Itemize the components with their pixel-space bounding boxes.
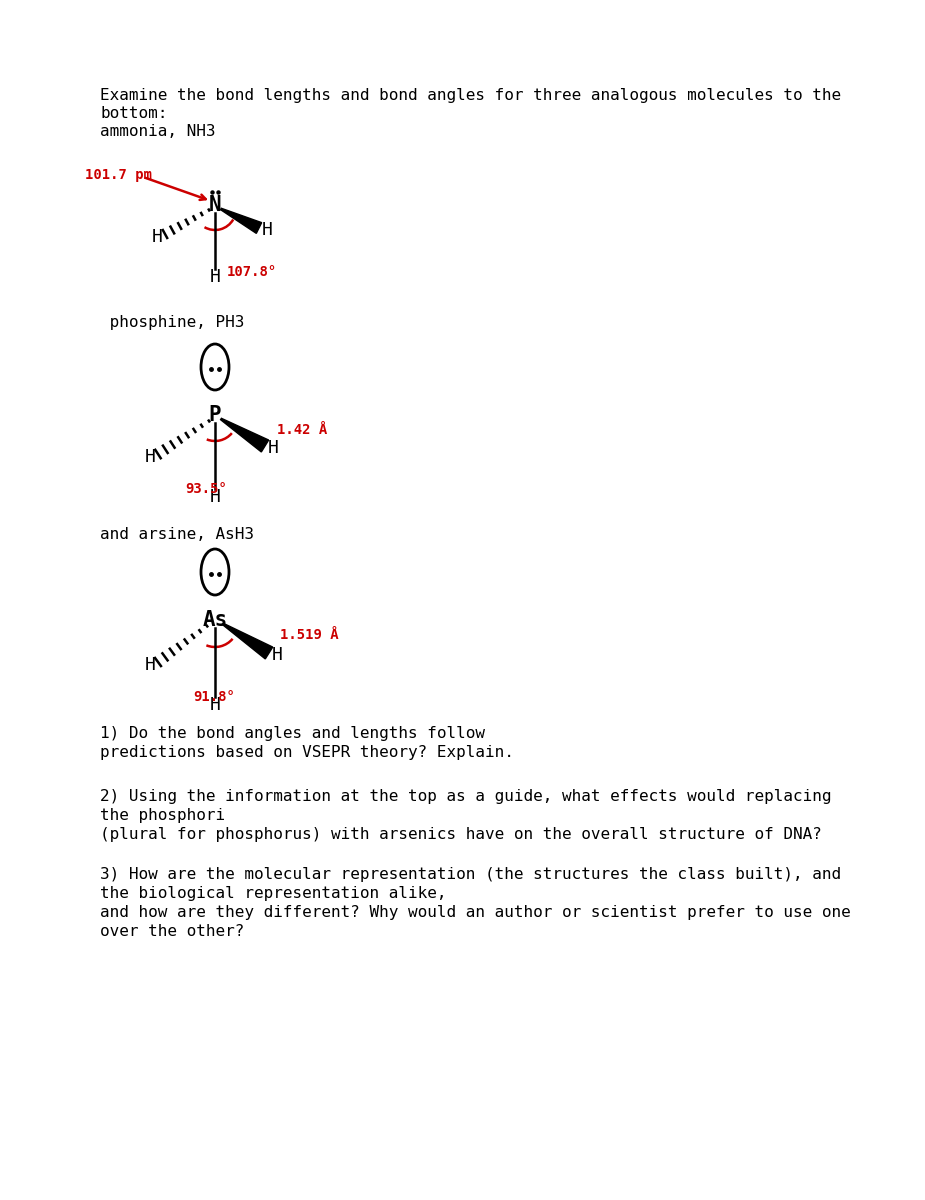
Polygon shape [223, 623, 273, 659]
Text: H: H [262, 221, 273, 239]
Text: 3) How are the molecular representation (the structures the class built), and: 3) How are the molecular representation … [100, 866, 841, 882]
Text: H: H [152, 228, 163, 246]
Text: H: H [210, 696, 220, 714]
Text: H: H [144, 656, 155, 674]
Text: H: H [210, 488, 220, 506]
Text: 91.8°: 91.8° [193, 690, 235, 704]
Text: P: P [209, 404, 221, 425]
Text: the biological representation alike,: the biological representation alike, [100, 886, 447, 901]
Text: Examine the bond lengths and bond angles for three analogous molecules to the: Examine the bond lengths and bond angles… [100, 88, 841, 103]
Text: and arsine, AsH3: and arsine, AsH3 [100, 527, 254, 542]
Text: ammonia, NH3: ammonia, NH3 [100, 124, 216, 139]
Text: As: As [203, 610, 228, 630]
Polygon shape [220, 419, 268, 452]
Text: 93.5°: 93.5° [185, 482, 227, 496]
Text: H: H [272, 646, 282, 664]
Polygon shape [221, 209, 262, 233]
Text: and how are they different? Why would an author or scientist prefer to use one: and how are they different? Why would an… [100, 905, 851, 920]
Text: 1.519 Å: 1.519 Å [280, 628, 339, 642]
Text: bottom:: bottom: [100, 106, 167, 121]
Text: phosphine, PH3: phosphine, PH3 [100, 314, 244, 330]
Text: 101.7 pm: 101.7 pm [85, 168, 152, 182]
Text: the phosphori: the phosphori [100, 808, 225, 823]
Text: over the other?: over the other? [100, 924, 244, 938]
Text: N: N [209, 194, 221, 215]
Text: H: H [267, 439, 278, 457]
Text: 2) Using the information at the top as a guide, what effects would replacing: 2) Using the information at the top as a… [100, 790, 832, 804]
Text: 1) Do the bond angles and lengths follow: 1) Do the bond angles and lengths follow [100, 726, 485, 740]
Text: H: H [210, 268, 220, 286]
Text: 107.8°: 107.8° [227, 265, 278, 278]
Text: 1.42 Å: 1.42 Å [277, 422, 327, 437]
Text: predictions based on VSEPR theory? Explain.: predictions based on VSEPR theory? Expla… [100, 745, 514, 760]
Text: H: H [144, 448, 155, 466]
Text: (plural for phosphorus) with arsenics have on the overall structure of DNA?: (plural for phosphorus) with arsenics ha… [100, 827, 822, 842]
